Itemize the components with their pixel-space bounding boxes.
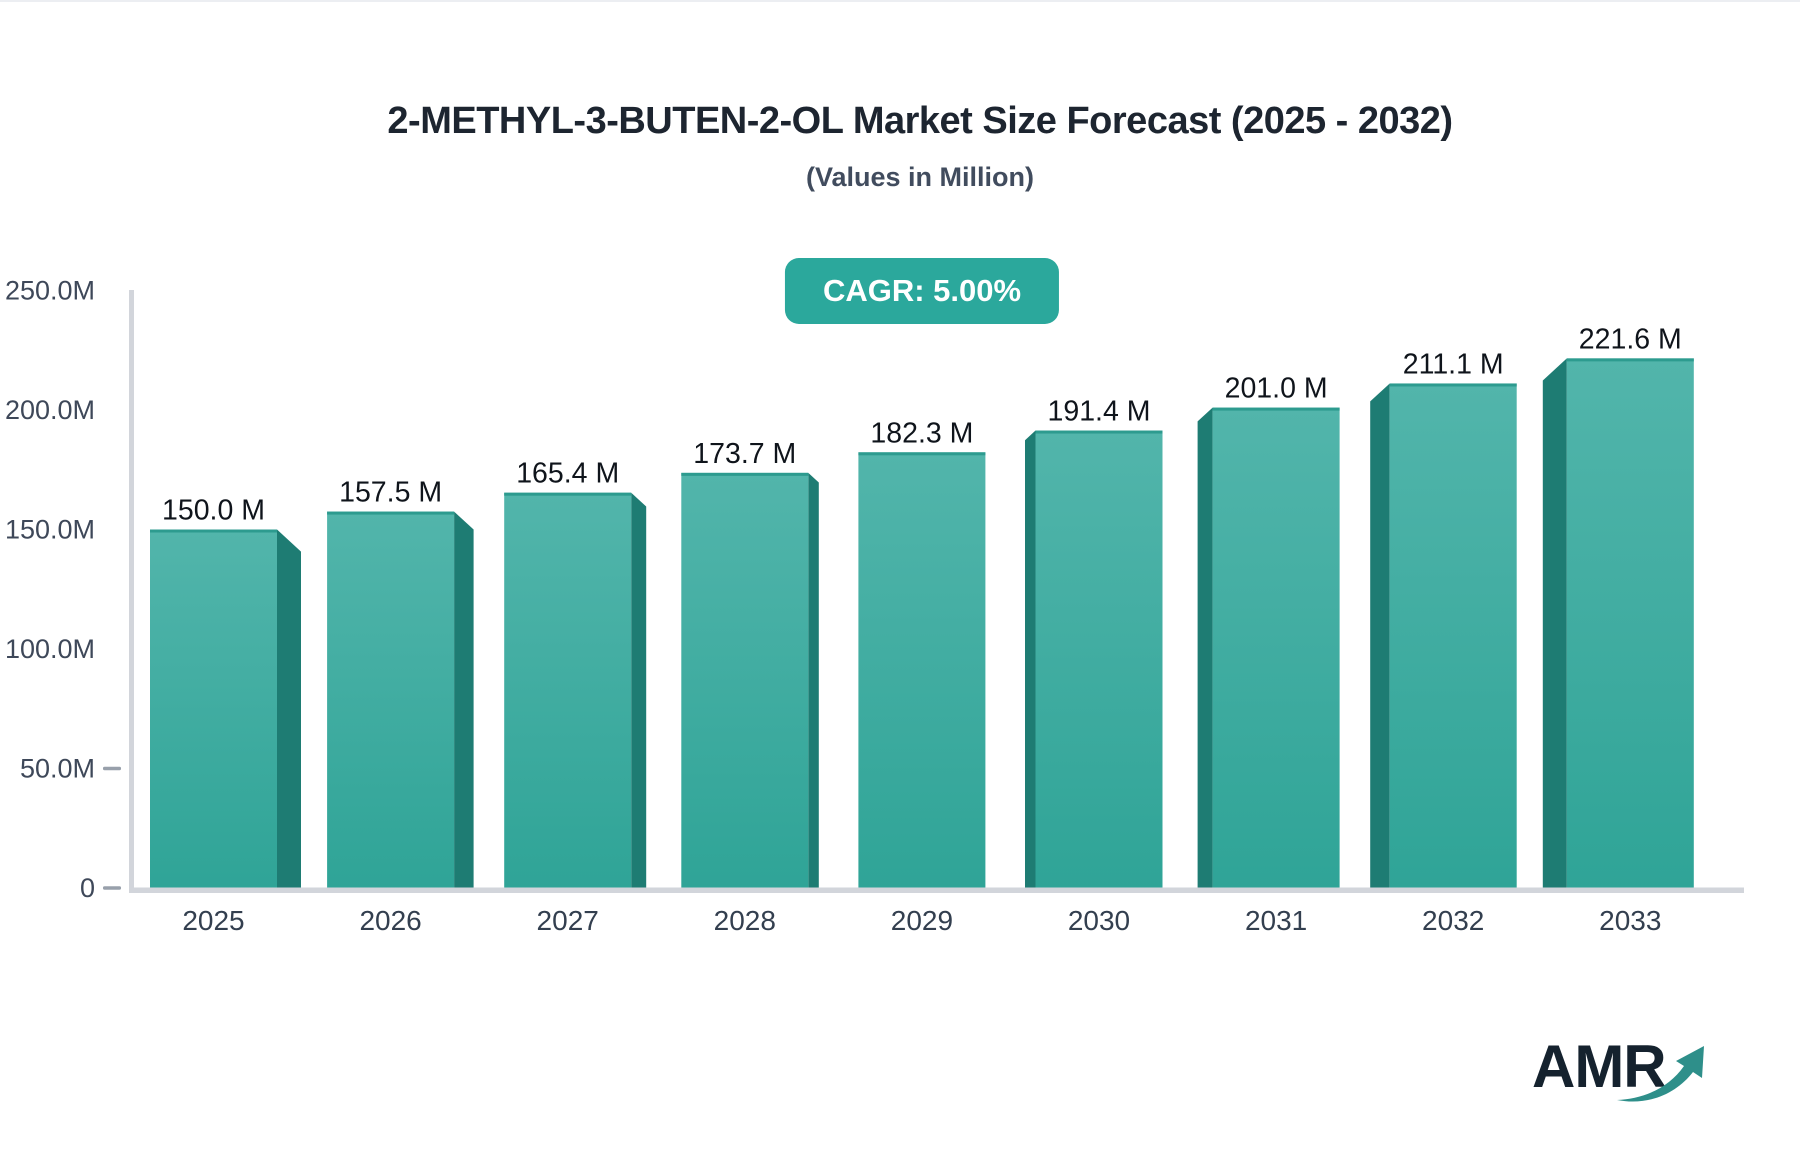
bar-2030: [1035, 430, 1163, 889]
bar-value-label-2027: 165.4 M: [516, 458, 619, 490]
bar-top-edge-2028: [681, 472, 809, 476]
y-axis-label-100.0M: 100.0M: [5, 634, 95, 664]
x-axis-line: [129, 887, 1744, 893]
cagr-badge: CAGR: 5.00%: [784, 258, 1060, 324]
bar-top-edge-2033: [1566, 358, 1694, 362]
x-axis-label-2025: 2025: [182, 905, 244, 936]
bar-top-edge-2025: [150, 529, 277, 533]
bar-group-2032: 211.1 M 2032: [1370, 348, 1517, 936]
bar-top-edge-2030: [1035, 430, 1163, 434]
bar-group-2025: 150.0 M 2025: [150, 495, 301, 936]
y-axis-tick: [103, 886, 121, 890]
bar-value-label-2032: 211.1 M: [1403, 348, 1504, 380]
bar-side-2025: [277, 529, 301, 889]
bar-value-label-2028: 173.7 M: [693, 438, 796, 470]
x-axis-label-2033: 2033: [1599, 905, 1661, 936]
bar-side-2027: [631, 492, 647, 889]
bar-2027: [504, 492, 632, 889]
y-axis-tick: [103, 766, 121, 771]
bar-side-2032: [1370, 383, 1390, 889]
y-axis-label-0: 0: [80, 873, 95, 903]
bar-2033: [1566, 358, 1694, 890]
x-axis-label-2032: 2032: [1422, 905, 1484, 936]
bar-group-2026: 157.5 M 2026: [327, 477, 474, 936]
bar-value-label-2025: 150.0 M: [162, 495, 265, 527]
bar-group-2031: 201.0 M 2031: [1197, 373, 1340, 936]
y-axis-label-50.0M: 50.0M: [20, 754, 95, 784]
bar-side-2028: [808, 472, 819, 889]
bar-top-edge-2032: [1389, 383, 1517, 387]
x-axis-label-2027: 2027: [537, 905, 599, 936]
bar-group-2030: 191.4 M 2030: [1025, 396, 1163, 936]
bar-value-label-2029: 182.3 M: [870, 417, 973, 449]
bar-top-edge-2031: [1212, 407, 1340, 411]
bar-value-label-2026: 157.5 M: [339, 477, 442, 509]
bar-2026: [327, 511, 455, 889]
bar-side-2030: [1025, 430, 1036, 889]
y-axis-label-250.0M: 250.0M: [5, 276, 95, 306]
bar-2029: [858, 452, 986, 889]
bar-side-2026: [454, 511, 474, 889]
amr-logo-text: AMR: [1532, 1033, 1667, 1100]
chart-title: 2-METHYL-3-BUTEN-2-OL Market Size Foreca…: [387, 100, 1453, 142]
bar-value-label-2031: 201.0 M: [1225, 373, 1328, 405]
bar-side-2033: [1542, 358, 1567, 890]
x-axis-label-2026: 2026: [359, 905, 421, 936]
bar-group-2028: 173.7 M 2028: [681, 438, 819, 936]
bar-top-edge-2027: [504, 492, 632, 496]
x-axis-label-2030: 2030: [1068, 905, 1130, 936]
x-axis-label-2028: 2028: [714, 905, 776, 936]
bar-top-edge-2029: [858, 452, 986, 456]
bar-group-2029: 182.3 M 2029: [858, 417, 986, 936]
chart-subtitle: (Values in Million): [805, 162, 1035, 192]
bar-2025: [150, 529, 277, 889]
x-axis-label-2029: 2029: [891, 905, 953, 936]
bar-top-edge-2026: [327, 511, 455, 515]
bar-2028: [681, 472, 809, 889]
y-axis-label-200.0M: 200.0M: [5, 395, 95, 425]
bar-side-2031: [1197, 407, 1213, 889]
y-axis-line: [129, 290, 134, 890]
bar-2031: [1212, 407, 1340, 889]
bar-group-2027: 165.4 M 2027: [504, 458, 647, 936]
x-axis-label-2031: 2031: [1245, 905, 1307, 936]
growth-arrow-icon: [1617, 1046, 1704, 1102]
bar-2032: [1389, 383, 1517, 889]
bar-value-label-2030: 191.4 M: [1048, 396, 1151, 428]
bar-value-label-2033: 221.6 M: [1579, 323, 1682, 355]
y-axis-label-150.0M: 150.0M: [5, 515, 95, 545]
bar-group-2033: 221.6 M 2033: [1542, 323, 1694, 936]
amr-logo: AMR: [1532, 1032, 1742, 1122]
